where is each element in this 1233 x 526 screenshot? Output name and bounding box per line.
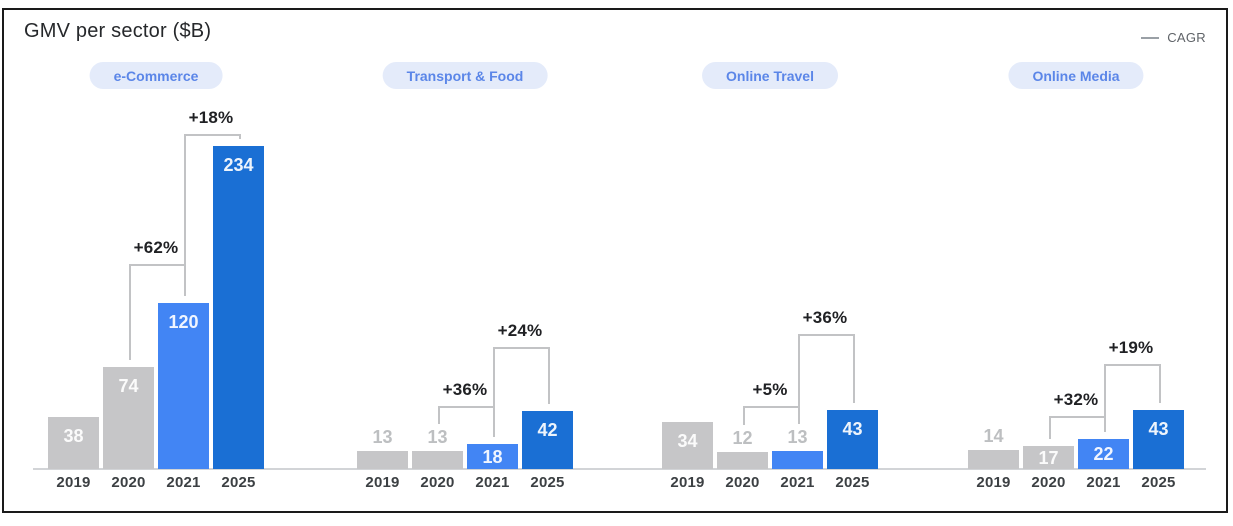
sector-chip[interactable]: Online Travel [702,62,838,89]
cagr-legend: CAGR [1141,30,1206,45]
bar-2019 [357,451,408,469]
bar-2025 [1133,410,1184,469]
cagr-label: +19% [1108,338,1154,357]
bar-value-label: 13 [787,427,808,447]
cagr-label: +18% [188,108,234,127]
x-axis-tick-label: 2025 [530,474,565,491]
cagr-bracket-line [547,347,550,404]
cagr-bracket-line [742,406,798,408]
bar-2019 [968,450,1019,469]
x-axis-tick-label: 2025 [835,474,870,491]
cagr-bracket-line [437,406,440,424]
bar-2021 [467,444,518,469]
bar-2020 [717,452,768,469]
x-axis-tick-label: 2025 [1141,474,1176,491]
cagr-bracket-line [128,264,184,266]
cagr-bracket-line [1048,416,1104,418]
x-axis-tick-label: 2019 [365,474,400,491]
x-axis-tick-label: 2025 [221,474,256,491]
bar-value-label: 12 [732,428,753,448]
cagr-dash-icon [1141,36,1160,39]
sector-group: Online Travel 34 2019 12 2020 13 2021 43 2025 +5%… [662,10,878,511]
cagr-bracket-line [238,134,241,139]
bar-value-label: 13 [372,427,393,447]
cagr-bracket-line [1103,364,1159,366]
sector-group: Transport & Food 13 2019 13 2020 18 2021 42 2025… [357,10,573,511]
x-axis-tick-label: 2020 [1031,474,1066,491]
sector-chip[interactable]: e-Commerce [89,62,223,89]
cagr-label: +24% [497,321,543,340]
bar-value-label: 17 [1038,447,1059,468]
x-axis-tick-label: 2021 [1086,474,1121,491]
x-axis-tick-label: 2021 [475,474,510,491]
bar-value-label: 120 [168,312,199,332]
bar-value-label: 74 [118,376,139,396]
bar-2019 [662,422,713,469]
cagr-label: +32% [1053,390,1099,409]
cagr-bracket-line [1158,364,1161,403]
bar-value-label: 22 [1093,444,1114,464]
bar-value-label: 43 [1148,419,1169,439]
x-axis-tick-label: 2019 [976,474,1011,491]
cagr-bracket-line [492,347,495,437]
bar-2025 [827,410,878,469]
cagr-bracket-line [492,347,548,349]
x-axis-line [33,468,1206,470]
cagr-bracket-line [852,334,855,403]
bar-value-label: 42 [537,420,558,440]
bar-2020 [103,367,154,469]
cagr-bracket-line [797,334,800,424]
cagr-label: +62% [133,238,179,257]
chart-title: GMV per sector ($B) [24,20,212,42]
bar-value-label: 18 [482,446,503,467]
x-axis-tick-label: 2019 [670,474,705,491]
bar-2021 [772,451,823,469]
bar-value-label: 14 [983,426,1004,446]
x-axis-tick-label: 2021 [780,474,815,491]
cagr-label: +36% [442,380,488,399]
bar-value-label: 13 [427,427,448,447]
sector-group: e-Commerce 38 2019 74 2020 120 2021 234 2025 +62%… [48,10,264,511]
cagr-bracket-line [742,406,745,425]
bar-2025 [213,146,264,469]
bar-value-label: 234 [223,155,254,175]
cagr-label: +36% [802,308,848,327]
x-axis-tick-label: 2021 [166,474,201,491]
bar-2021 [158,303,209,469]
sector-chip[interactable]: Online Media [1008,62,1144,89]
x-axis-tick-label: 2020 [420,474,455,491]
bar-value-label: 38 [63,426,84,446]
x-axis-tick-label: 2020 [111,474,146,491]
bar-2021 [1078,439,1129,469]
cagr-legend-label: CAGR [1167,30,1206,45]
cagr-bracket-line [797,334,853,336]
bar-value-label: 43 [842,419,863,439]
sector-group: Online Media 14 2019 17 2020 22 2021 43 2025 +32%… [968,10,1184,511]
cagr-bracket-line [1103,364,1106,432]
bar-value-label: 34 [677,431,698,451]
bar-2025 [522,411,573,469]
cagr-label: +5% [752,380,788,399]
x-axis-tick-label: 2019 [56,474,91,491]
cagr-bracket-line [183,134,186,296]
bar-2019 [48,417,99,469]
cagr-bracket-line [1048,416,1051,439]
sector-chip[interactable]: Transport & Food [382,62,548,89]
x-axis-tick-label: 2020 [725,474,760,491]
cagr-bracket-line [437,406,493,408]
chart-panel: GMV per sector ($B) CAGR e-Commerce 38 201… [2,8,1228,513]
bar-2020 [1023,446,1074,469]
cagr-bracket-line [128,264,131,360]
bar-2020 [412,451,463,469]
cagr-bracket-line [183,134,239,136]
